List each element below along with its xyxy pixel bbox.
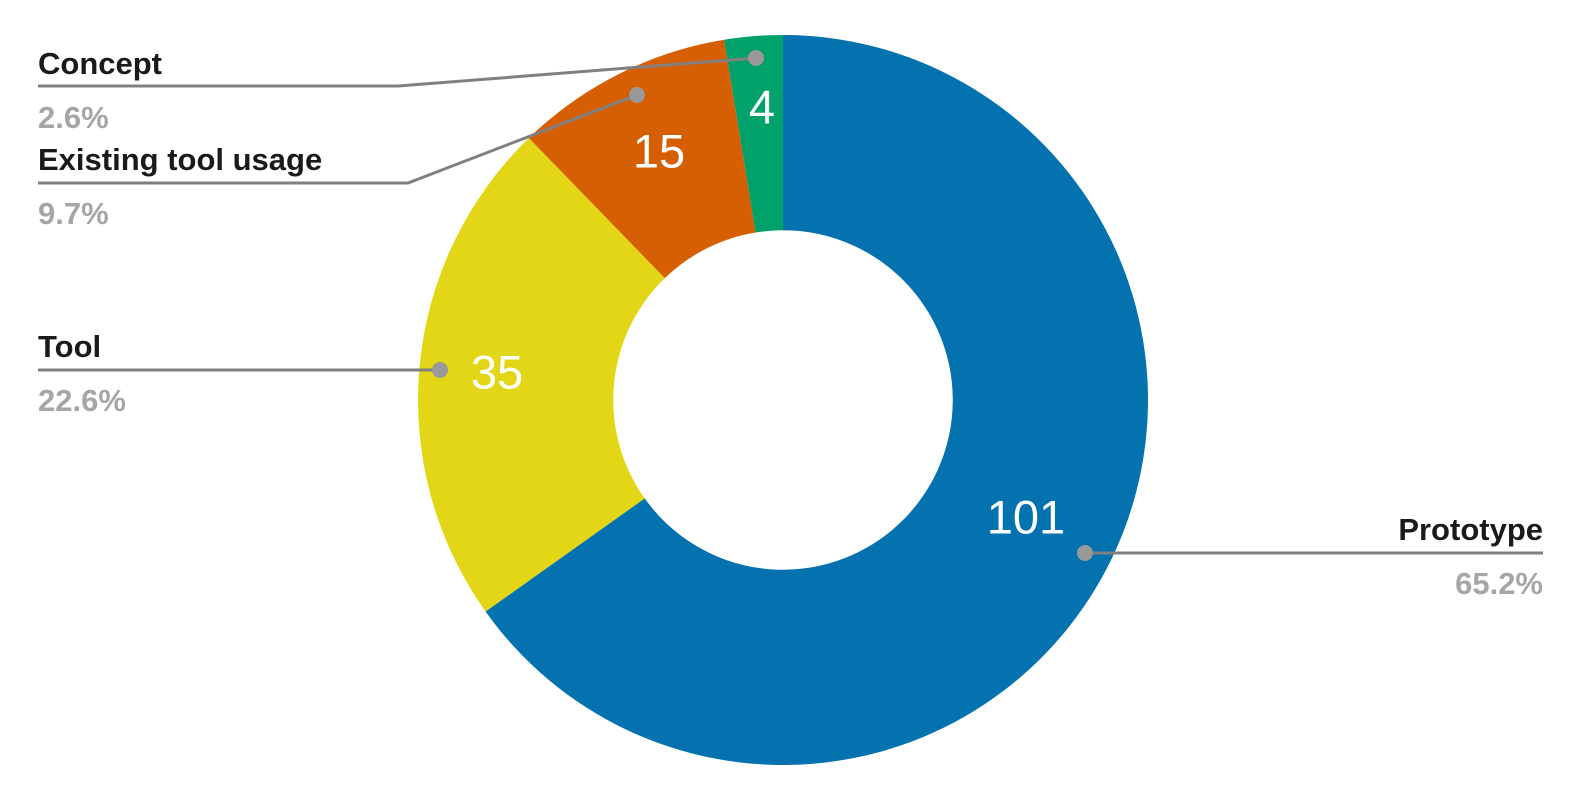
- slice-value-concept: 4: [749, 80, 775, 133]
- leader-line-concept: [38, 56, 757, 88]
- callout-label-concept: Concept: [38, 46, 162, 81]
- slice-value-tool: 35: [471, 345, 523, 398]
- slice-value-existing-tool-usage: 15: [633, 124, 685, 177]
- donut-slice-tool[interactable]: [417, 138, 665, 612]
- donut-slices-group: [417, 35, 1148, 765]
- leader-dot-concept: [748, 50, 764, 66]
- callout-percent-tool: 22.6%: [38, 383, 126, 418]
- leader-dot-prototype: [1077, 545, 1093, 561]
- callout-existing-tool-usage[interactable]: Existing tool usage 9.7%: [38, 87, 645, 231]
- callout-percent-existing-tool-usage: 9.7%: [38, 196, 109, 231]
- callout-label-tool: Tool: [38, 329, 101, 364]
- donut-slice-concept[interactable]: [724, 35, 783, 233]
- slice-value-labels-group: 101 35 15 4: [471, 80, 1065, 543]
- donut-slice-prototype[interactable]: [485, 35, 1148, 765]
- leader-dot-tool: [432, 362, 448, 378]
- callout-percent-prototype: 65.2%: [1455, 566, 1543, 601]
- callout-label-existing-tool-usage: Existing tool usage: [38, 142, 322, 177]
- callout-concept[interactable]: Concept 2.6%: [38, 46, 764, 135]
- callout-label-prototype: Prototype: [1398, 512, 1543, 547]
- callout-tool[interactable]: Tool 22.6%: [38, 329, 448, 418]
- donut-slice-existing-tool-usage[interactable]: [528, 39, 756, 279]
- leader-dot-existing-tool-usage: [629, 87, 645, 103]
- leader-line-existing-tool-usage: [38, 93, 638, 185]
- callout-percent-concept: 2.6%: [38, 100, 109, 135]
- callout-prototype[interactable]: Prototype 65.2%: [1077, 512, 1543, 601]
- slice-value-prototype: 101: [987, 490, 1065, 543]
